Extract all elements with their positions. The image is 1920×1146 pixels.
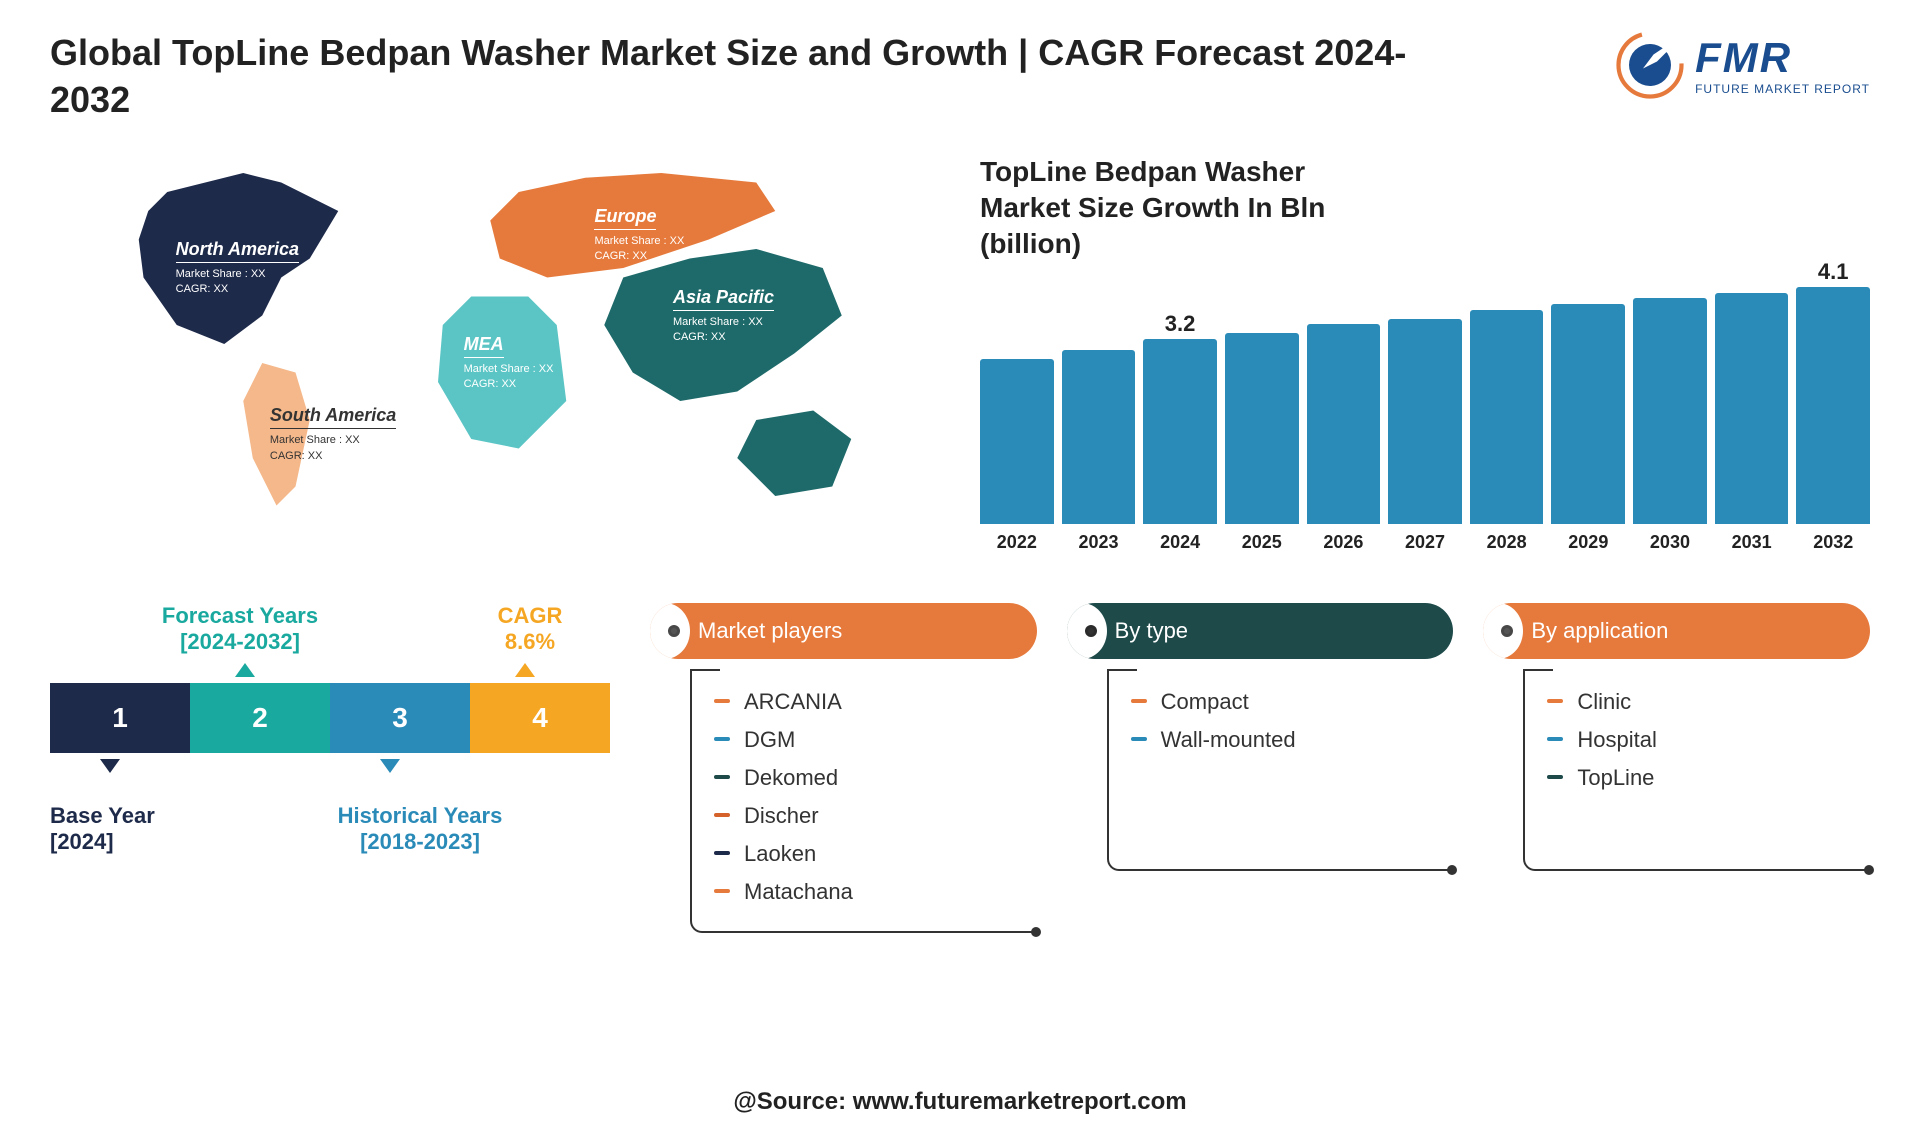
arrow-icon: [100, 759, 120, 773]
bar-year-label: 2022: [997, 532, 1037, 553]
bar-year-label: 2029: [1568, 532, 1608, 553]
arrow-icon: [515, 663, 535, 677]
list-item: Matachana: [720, 873, 1037, 911]
bar-year-label: 2027: [1405, 532, 1445, 553]
bar-2026: 2026: [1307, 324, 1381, 552]
bar-year-label: 2025: [1242, 532, 1282, 553]
bar-chart: TopLine Bedpan Washer Market Size Growth…: [980, 154, 1870, 553]
timeline-segment-1: 1: [50, 683, 190, 753]
category-list: CompactWall-mounted: [1107, 671, 1454, 871]
list-item: TopLine: [1553, 759, 1870, 797]
cagr-label: CAGR8.6%: [460, 603, 600, 656]
list-item: DGM: [720, 721, 1037, 759]
bar-2028: 2028: [1470, 310, 1544, 553]
timeline-segment-2: 2: [190, 683, 330, 753]
timeline-segment-4: 4: [470, 683, 610, 753]
world-map: North AmericaMarket Share : XXCAGR: XX So…: [50, 154, 940, 534]
list-item: Clinic: [1553, 683, 1870, 721]
timeline-segment-3: 3: [330, 683, 470, 753]
bar-2027: 2027: [1388, 319, 1462, 553]
bar-2024: 3.22024: [1143, 339, 1217, 553]
category-list: ClinicHospitalTopLine: [1523, 671, 1870, 871]
category-list: ARCANIADGMDekomedDischerLaokenMatachana: [690, 671, 1037, 933]
timeline: Forecast Years[2024-2032] CAGR8.6% 1234 …: [50, 603, 610, 883]
category-by-application: By application ClinicHospitalTopLine: [1483, 603, 1870, 933]
list-item: Discher: [720, 797, 1037, 835]
page-title: Global TopLine Bedpan Washer Market Size…: [50, 30, 1450, 124]
bar-year-label: 2028: [1487, 532, 1527, 553]
forecast-label: Forecast Years[2024-2032]: [150, 603, 330, 656]
bar-2030: 2030: [1633, 298, 1707, 552]
base-year-label: Base Year[2024]: [50, 803, 200, 856]
map-label-ap: Asia PacificMarket Share : XXCAGR: XX: [673, 287, 774, 346]
bar-year-label: 2026: [1323, 532, 1363, 553]
bar-2032: 4.12032: [1796, 287, 1870, 553]
bar-value-label: 4.1: [1818, 259, 1849, 285]
bar-year-label: 2032: [1813, 532, 1853, 553]
arrow-icon: [380, 759, 400, 773]
map-label-na: North AmericaMarket Share : XXCAGR: XX: [176, 239, 299, 298]
pill-header: Market players: [650, 603, 1037, 659]
list-item: Hospital: [1553, 721, 1870, 759]
list-item: Compact: [1137, 683, 1454, 721]
bar-year-label: 2024: [1160, 532, 1200, 553]
logo: FMR FUTURE MARKET REPORT: [1615, 30, 1870, 100]
map-label-sa: South AmericaMarket Share : XXCAGR: XX: [270, 405, 396, 464]
map-label-mea: MEAMarket Share : XXCAGR: XX: [464, 334, 554, 393]
bar-2029: 2029: [1551, 304, 1625, 553]
pill-header: By type: [1067, 603, 1454, 659]
logo-abbr: FMR: [1695, 34, 1870, 82]
bar-2025: 2025: [1225, 333, 1299, 553]
category-market-players: Market players ARCANIADGMDekomedDischerLa…: [650, 603, 1037, 933]
fmr-logo-icon: [1615, 30, 1685, 100]
arrow-icon: [235, 663, 255, 677]
bar-year-label: 2030: [1650, 532, 1690, 553]
list-item: Wall-mounted: [1137, 721, 1454, 759]
chart-title: TopLine Bedpan Washer Market Size Growth…: [980, 154, 1380, 263]
bar-year-label: 2031: [1732, 532, 1772, 553]
map-label-eu: EuropeMarket Share : XXCAGR: XX: [594, 206, 684, 265]
bar-value-label: 3.2: [1165, 311, 1196, 337]
logo-subtitle: FUTURE MARKET REPORT: [1695, 82, 1870, 96]
bar-year-label: 2023: [1078, 532, 1118, 553]
bar-2031: 2031: [1715, 293, 1789, 553]
historical-label: Historical Years[2018-2023]: [320, 803, 520, 856]
list-item: ARCANIA: [720, 683, 1037, 721]
list-item: Laoken: [720, 835, 1037, 873]
list-item: Dekomed: [720, 759, 1037, 797]
pill-header: By application: [1483, 603, 1870, 659]
source-attribution: @Source: www.futuremarketreport.com: [733, 1088, 1186, 1116]
bar-2023: 2023: [1062, 350, 1136, 552]
category-by-type: By type CompactWall-mounted: [1067, 603, 1454, 933]
bar-2022: 2022: [980, 359, 1054, 553]
